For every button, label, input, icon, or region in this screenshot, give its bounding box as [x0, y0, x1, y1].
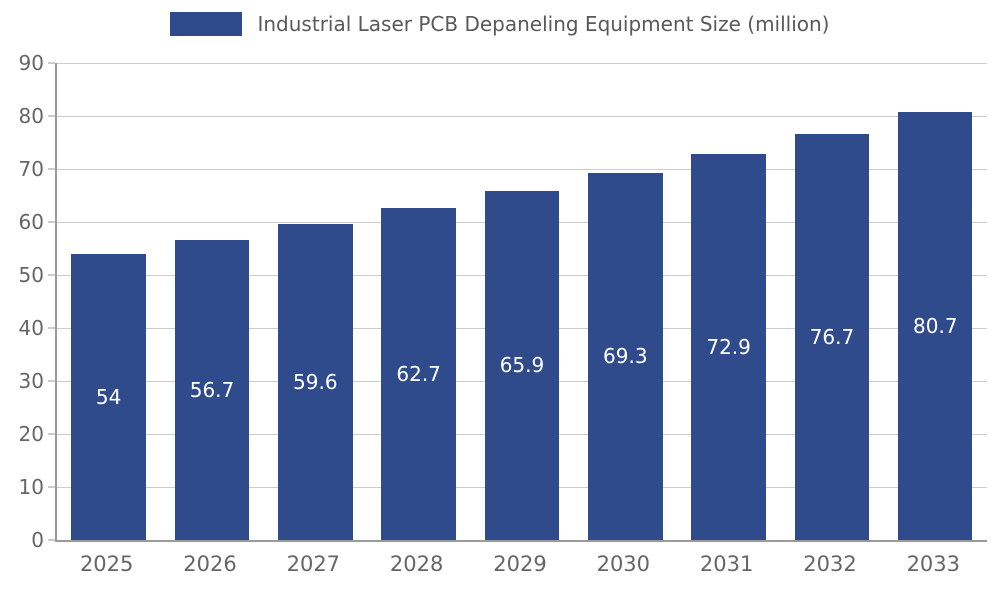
bar-slot: 56.7: [160, 63, 263, 540]
x-axis-tick-label: 2030: [596, 552, 651, 576]
y-axis-tick-mark: [48, 221, 55, 223]
bar-value-label: 65.9: [499, 353, 545, 378]
x-axis-tick-label: 2029: [493, 552, 547, 576]
bar: 72.9: [691, 153, 766, 540]
bars-container: 54 56.7 59.6 62.7 65.9 69.3 72.9 76.7 80.7: [57, 63, 987, 540]
bar: 56.7: [174, 239, 250, 540]
bar-value-label: 62.7: [396, 361, 441, 386]
y-axis-tick-label: 50: [18, 263, 44, 287]
x-axis-tick-label: 2025: [79, 552, 134, 576]
gridline: [57, 63, 987, 64]
gridline: [57, 116, 987, 117]
bar-value-label: 59.6: [293, 370, 338, 395]
x-axis-tick-label: 2028: [389, 552, 444, 576]
bar-value-label: 76.7: [809, 324, 855, 349]
y-axis-tick-label: 0: [31, 528, 44, 552]
y-axis-tick-mark: [48, 380, 55, 382]
y-axis-tick-mark: [48, 486, 55, 488]
plot-area: 54 56.7 59.6 62.7 65.9 69.3 72.9 76.7 80.7: [48, 62, 987, 542]
bar-slot: 72.9: [677, 63, 780, 540]
bar-value-label: 72.9: [706, 334, 751, 359]
y-axis-tick-label: 90: [18, 51, 44, 75]
x-axis-tick-label: 2026: [183, 552, 237, 576]
bar-value-label: 80.7: [913, 314, 958, 339]
bar: 65.9: [484, 190, 560, 540]
y-axis-tick-mark: [48, 62, 55, 64]
y-axis-tick-mark: [48, 274, 55, 276]
y-axis-tick-mark: [48, 115, 55, 117]
bar-slot: 80.7: [884, 63, 987, 540]
bar-value-label: 56.7: [189, 377, 235, 402]
bar-value-label: 69.3: [603, 344, 648, 369]
y-axis-tick-mark: [48, 327, 55, 329]
bar: 62.7: [381, 207, 456, 540]
bar: 80.7: [898, 112, 973, 540]
x-axis-tick-label: 2027: [286, 552, 341, 576]
legend-swatch: [170, 12, 243, 36]
bar-slot: 69.3: [574, 63, 677, 540]
y-axis-tick-label: 10: [18, 475, 44, 499]
y-axis-tick-label: 60: [18, 209, 44, 234]
x-axis-tick-label: 2031: [699, 552, 754, 576]
y-axis-labels: 0 10 20 30 40 50 60 70 80 90: [0, 51, 44, 552]
bar-slot: 62.7: [367, 63, 470, 540]
y-axis-tick-mark: [48, 433, 55, 435]
y-axis-tick-mark: [48, 539, 55, 541]
bar: 59.6: [278, 224, 353, 540]
x-axis-labels: 2025 2026 2027 2028 2029 2030 2031 2032 2033: [55, 552, 985, 576]
bar-value-label: 54: [95, 384, 122, 409]
bar: 76.7: [794, 133, 870, 540]
y-axis-tick-label: 30: [18, 368, 44, 393]
bar: 54: [71, 253, 146, 540]
legend[interactable]: Industrial Laser PCB Depaneling Equipmen…: [0, 12, 1000, 36]
y-axis-tick-mark: [48, 168, 55, 170]
bar: 69.3: [588, 172, 663, 540]
chart-title: Industrial Laser PCB Depaneling Equipmen…: [257, 12, 830, 36]
y-axis-tick-label: 40: [18, 316, 44, 340]
y-axis-tick-label: 80: [18, 104, 44, 128]
x-axis-tick-label: 2032: [803, 552, 857, 576]
y-axis-tick-label: 20: [18, 422, 44, 446]
x-axis-tick-label: 2033: [906, 552, 961, 576]
bar-slot: 76.7: [780, 63, 883, 540]
y-axis-tick-label: 70: [18, 157, 44, 181]
gridline: [57, 169, 987, 170]
bar-slot: 59.6: [264, 63, 367, 540]
bar-slot: 54: [57, 63, 160, 540]
bar-slot: 65.9: [470, 63, 573, 540]
